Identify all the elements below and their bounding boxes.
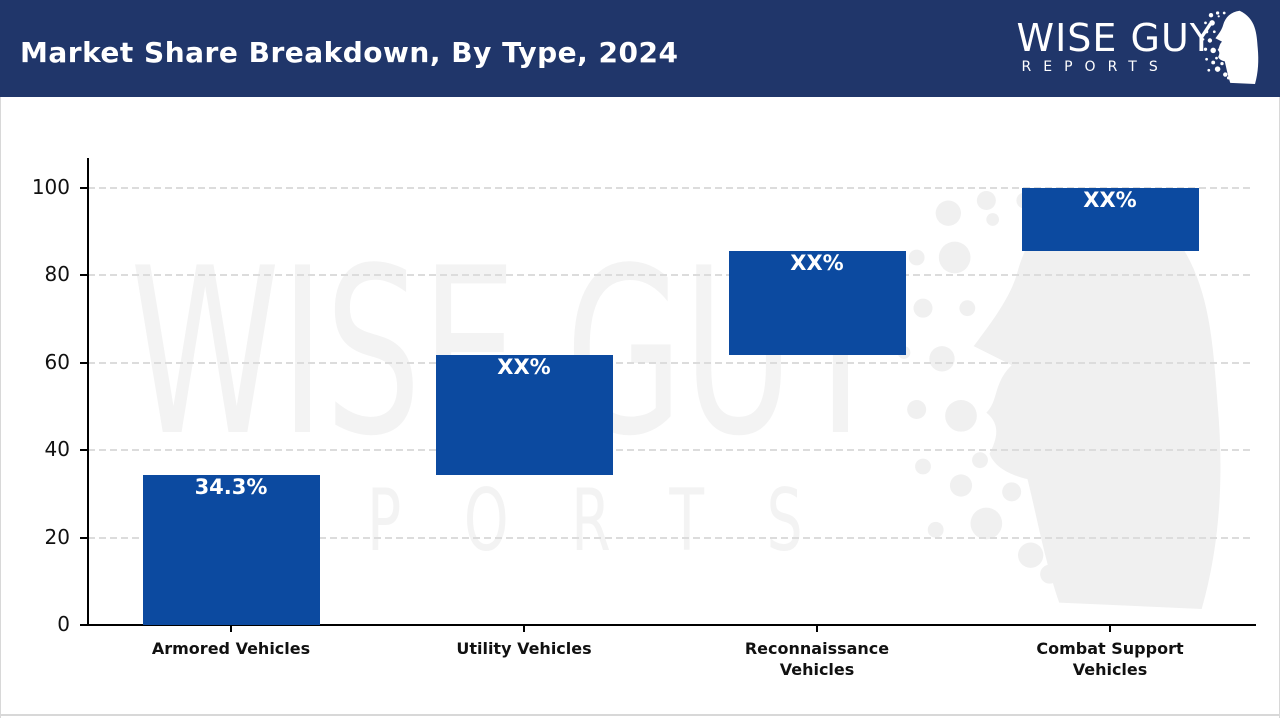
y-tick-mark bbox=[80, 449, 87, 451]
y-tick-label: 100 bbox=[31, 174, 70, 199]
gridline bbox=[88, 186, 1254, 189]
gridline bbox=[88, 274, 1254, 276]
gridline bbox=[88, 361, 1254, 364]
x-tick-mark bbox=[816, 626, 818, 632]
bar-label: 34.3% bbox=[194, 474, 268, 499]
x-axis-spine bbox=[87, 624, 1256, 626]
x-tick-mark bbox=[1109, 626, 1111, 632]
bar bbox=[435, 355, 613, 475]
logo-head-icon bbox=[1202, 10, 1259, 84]
x-tick-mark bbox=[523, 626, 525, 632]
header: Market Share Breakdown, By Type, 2024 WI… bbox=[0, 0, 1280, 97]
y-tick-mark bbox=[80, 536, 87, 539]
bar bbox=[728, 250, 906, 356]
logo-subtext: REPORTS bbox=[1021, 59, 1170, 75]
x-category-label: Reconnaissance bbox=[744, 639, 890, 658]
figure-bottom-border bbox=[0, 714, 1280, 716]
gridline bbox=[88, 449, 1254, 451]
y-tick-label: 80 bbox=[44, 262, 70, 286]
bar-label: XX% bbox=[497, 355, 551, 380]
x-category-label: Utility Vehicles bbox=[456, 639, 592, 658]
x-tick-mark bbox=[230, 626, 232, 632]
y-tick-mark bbox=[80, 361, 87, 364]
bar bbox=[142, 474, 320, 625]
x-category-label: Vehicles bbox=[779, 660, 855, 679]
y-tick-mark bbox=[80, 274, 87, 276]
y-tick-label: 20 bbox=[44, 524, 70, 549]
bar bbox=[1021, 187, 1199, 251]
gridline bbox=[88, 536, 1254, 539]
y-axis-spine bbox=[87, 158, 89, 626]
x-category-label: Armored Vehicles bbox=[151, 639, 311, 658]
logo-text: WISE GUY REPORTS bbox=[1017, 17, 1214, 75]
logo-wordmark: WISE GUY bbox=[1016, 16, 1214, 60]
y-tick-label: 0 bbox=[57, 612, 70, 636]
y-tick-label: 40 bbox=[44, 437, 70, 461]
y-tick-mark bbox=[80, 624, 87, 626]
y-tick-mark bbox=[80, 186, 87, 189]
y-tick-label: 60 bbox=[44, 349, 70, 374]
bar-label: XX% bbox=[1083, 187, 1137, 212]
bar-label: XX% bbox=[790, 250, 844, 275]
x-category-label: Vehicles bbox=[1072, 660, 1148, 679]
chart-title: Market Share Breakdown, By Type, 2024 bbox=[20, 36, 679, 69]
wise-guy-logo: WISE GUY REPORTS bbox=[1017, 6, 1266, 86]
x-category-label: Combat Support bbox=[1036, 639, 1184, 658]
